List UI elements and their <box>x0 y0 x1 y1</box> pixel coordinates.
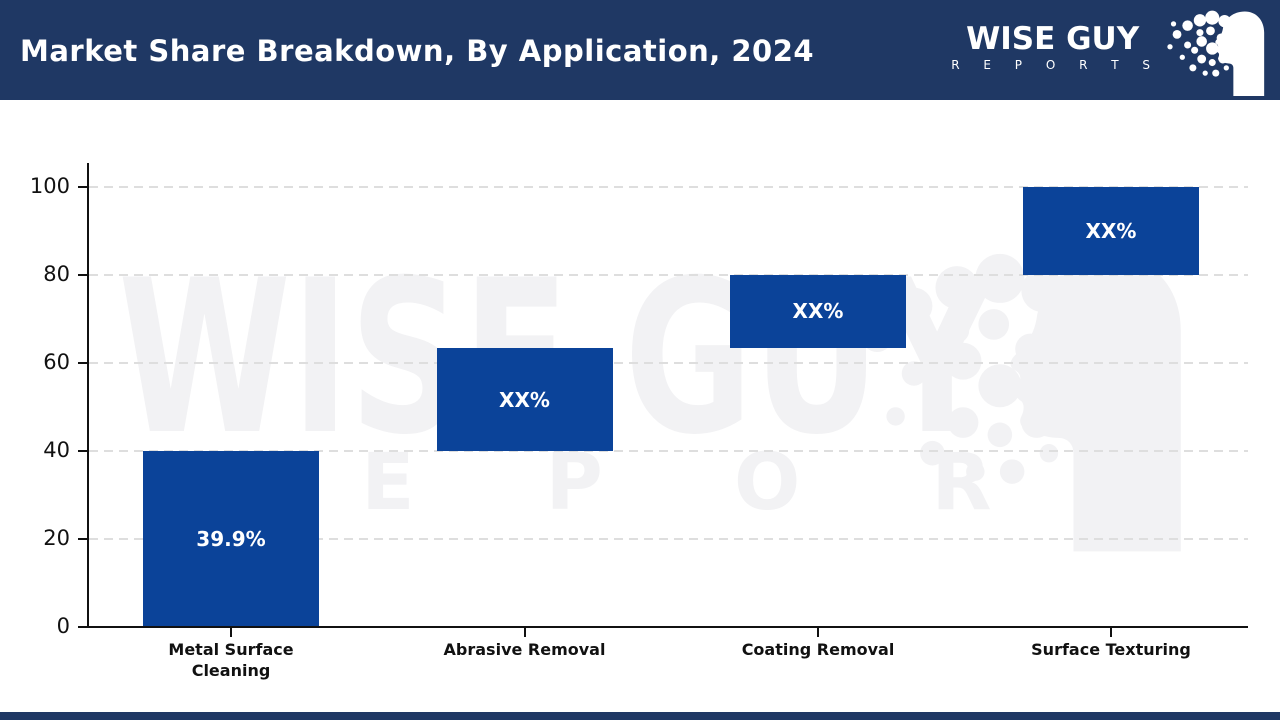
y-tick-label: 0 <box>56 614 70 638</box>
y-tick-mark-80 <box>78 274 87 276</box>
wise-guy-reports-logo: WISE GUY R E P O R T S <box>951 4 1270 96</box>
y-tick-mark-0 <box>78 626 87 628</box>
logo-subtitle: R E P O R T S <box>951 58 1160 73</box>
page-title: Market Share Breakdown, By Application, … <box>20 34 815 68</box>
bar-coating-removal: XX% <box>730 275 906 348</box>
header-bar: Market Share Breakdown, By Application, … <box>0 0 1280 100</box>
x-axis-line <box>87 626 1248 628</box>
gridline-80 <box>89 274 1248 276</box>
bar-value-label: 39.9% <box>196 527 266 552</box>
y-tick-label: 40 <box>43 438 70 462</box>
category-label: Metal Surface Cleaning <box>168 640 294 680</box>
footer-bar <box>0 712 1280 720</box>
x-tick-mark <box>817 628 819 637</box>
y-tick-mark-100 <box>78 186 87 188</box>
waterfall-chart: 0 20 40 60 80 100 39.9% XX% XX% XX% Metal Surfac… <box>0 100 1280 712</box>
x-tick-mark <box>523 628 526 637</box>
logo-wordmark: WISE GUY <box>966 21 1140 57</box>
bar-value-label: XX% <box>792 299 844 324</box>
gridline-20 <box>89 538 1248 540</box>
logo-text: WISE GUY R E P O R T S <box>945 22 1160 72</box>
gridline-40 <box>89 450 1248 452</box>
y-tick-mark-40 <box>78 450 87 452</box>
category-label: Surface Texturing <box>1031 640 1191 659</box>
y-tick-mark-20 <box>78 538 87 540</box>
bar-metal-surface-cleaning: 39.9% <box>143 451 319 627</box>
y-tick-label: 60 <box>43 350 70 374</box>
category-label: Abrasive Removal <box>443 640 606 659</box>
x-tick-mark <box>230 628 232 637</box>
y-tick-label: 20 <box>43 526 70 550</box>
category-label: Coating Removal <box>741 640 895 659</box>
bar-abrasive-removal: XX% <box>436 347 613 452</box>
y-axis-line <box>87 163 89 628</box>
y-tick-label: 100 <box>29 174 70 198</box>
gridline-60 <box>89 362 1248 364</box>
bar-value-label: XX% <box>1085 219 1137 243</box>
bar-value-label: XX% <box>499 387 550 412</box>
y-tick-mark-60 <box>78 362 87 364</box>
gridline-100 <box>89 186 1248 188</box>
x-tick-mark <box>1110 628 1112 637</box>
bar-surface-texturing: XX% <box>1023 187 1199 275</box>
dotted-head-icon <box>1160 8 1268 96</box>
y-tick-label: 80 <box>43 262 70 286</box>
